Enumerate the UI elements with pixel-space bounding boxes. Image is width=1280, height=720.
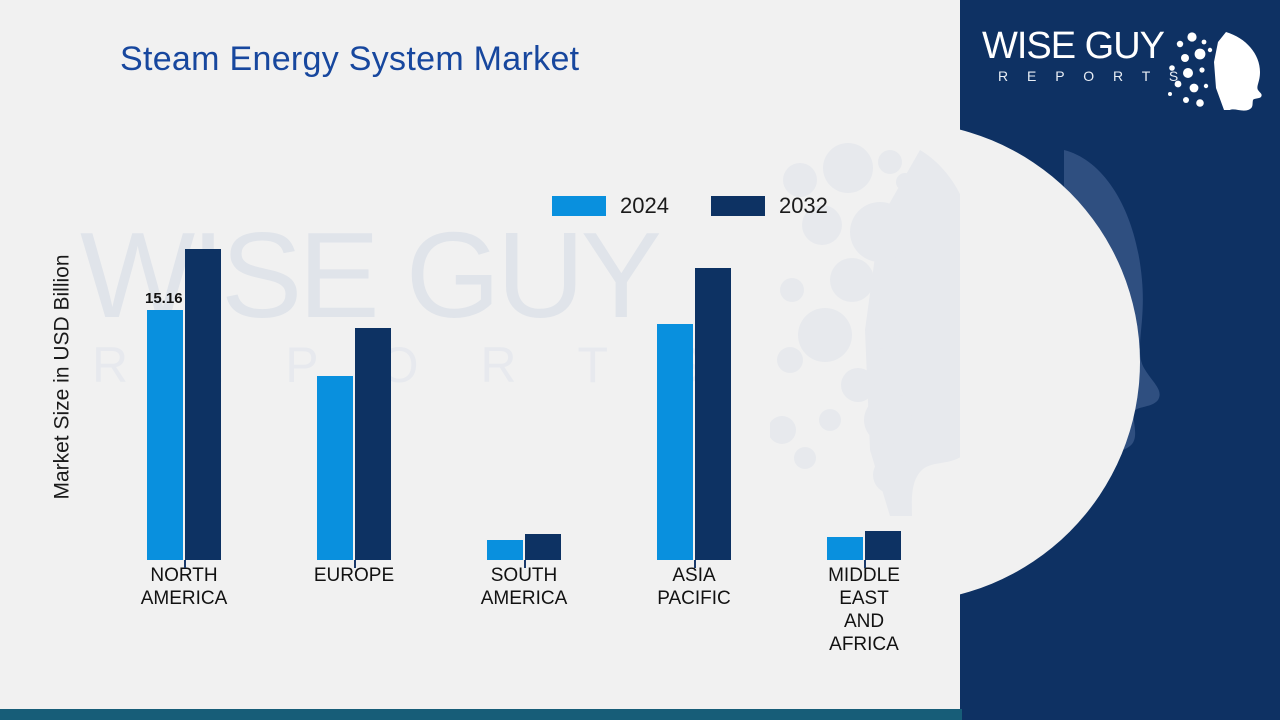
bar-2032[interactable] (525, 534, 561, 560)
x-axis-label-line: AMERICA (480, 588, 568, 609)
bar-chart-plot: 15.16 (96, 140, 946, 560)
bar-value-label: 15.16 (145, 290, 183, 307)
legend-item-2032: 2032 (710, 193, 828, 219)
chart-legend: 2024 2032 (552, 193, 828, 219)
y-axis-label: Market Size in USD Billion (49, 193, 77, 561)
x-axis-label-line: NORTH (150, 565, 218, 586)
x-axis-label-asia-pacific: ASIA PACIFIC (624, 564, 764, 610)
brand-panel: WISE GUY R E P O R T S (960, 0, 1280, 720)
bar-group (827, 140, 901, 560)
page-title: Steam Energy System Market (120, 40, 580, 78)
brand-logo-subword: R E P O R T S (998, 68, 1186, 84)
bar-2024[interactable] (317, 376, 353, 560)
x-axis-label-south-america: SOUTH AMERICA (454, 564, 594, 610)
legend-item-2024: 2024 (552, 193, 669, 219)
bar-group (657, 140, 731, 560)
legend-label-2032: 2032 (778, 193, 828, 218)
x-axis-label-line: EUROPE (313, 565, 395, 586)
x-axis-tick (524, 560, 526, 568)
legend-swatch-2032 (710, 196, 765, 216)
bar-2024[interactable]: 15.16 (145, 290, 183, 560)
legend-label-2024: 2024 (620, 193, 669, 218)
x-axis-label-north-america: NORTH AMERICA (114, 564, 254, 610)
x-axis-tick (694, 560, 696, 568)
brand-logo-wordmark: WISE GUY (982, 25, 1165, 67)
x-axis-label-line: PACIFIC (657, 588, 731, 609)
x-axis-category-labels: NORTH AMERICA EUROPE SOUTH AMERICA ASIA PACIFI… (96, 564, 946, 674)
bar-group (317, 140, 391, 560)
bar-group (487, 140, 561, 560)
x-axis-label-line: ASIA (672, 565, 716, 586)
x-axis-tick (184, 560, 186, 568)
x-axis-tick (354, 560, 356, 568)
x-axis-label-line: EAST (839, 588, 889, 609)
bar-2032[interactable] (355, 328, 391, 560)
bar-group: 15.16 (145, 140, 221, 560)
bar-2032[interactable] (185, 249, 221, 560)
bar-2024[interactable] (487, 540, 523, 560)
x-axis-label-line: SOUTH (490, 565, 558, 586)
x-axis-label-line: MIDDLE (828, 565, 900, 586)
bar-2024[interactable] (657, 324, 693, 560)
x-axis-label-middle-east-and-africa: MIDDLE EAST AND AFRICA (794, 564, 934, 656)
bar-2032[interactable] (695, 268, 731, 560)
x-axis-label-line: AMERICA (140, 588, 228, 609)
x-axis-label-europe: EUROPE (284, 564, 424, 587)
bar-2024[interactable] (827, 537, 863, 560)
brand-logo: WISE GUY R E P O R T S (982, 26, 1262, 112)
legend-swatch-2024 (552, 196, 606, 216)
y-axis-label-text: Market Size in USD Billion (51, 254, 74, 500)
head-profile-dots-icon (1164, 28, 1268, 112)
bar-2032[interactable] (865, 531, 901, 560)
x-axis-tick (864, 560, 866, 568)
x-axis-label-line: AND (843, 611, 885, 632)
x-axis-label-line: AFRICA (829, 634, 899, 655)
footer-accent-strip (0, 709, 962, 720)
